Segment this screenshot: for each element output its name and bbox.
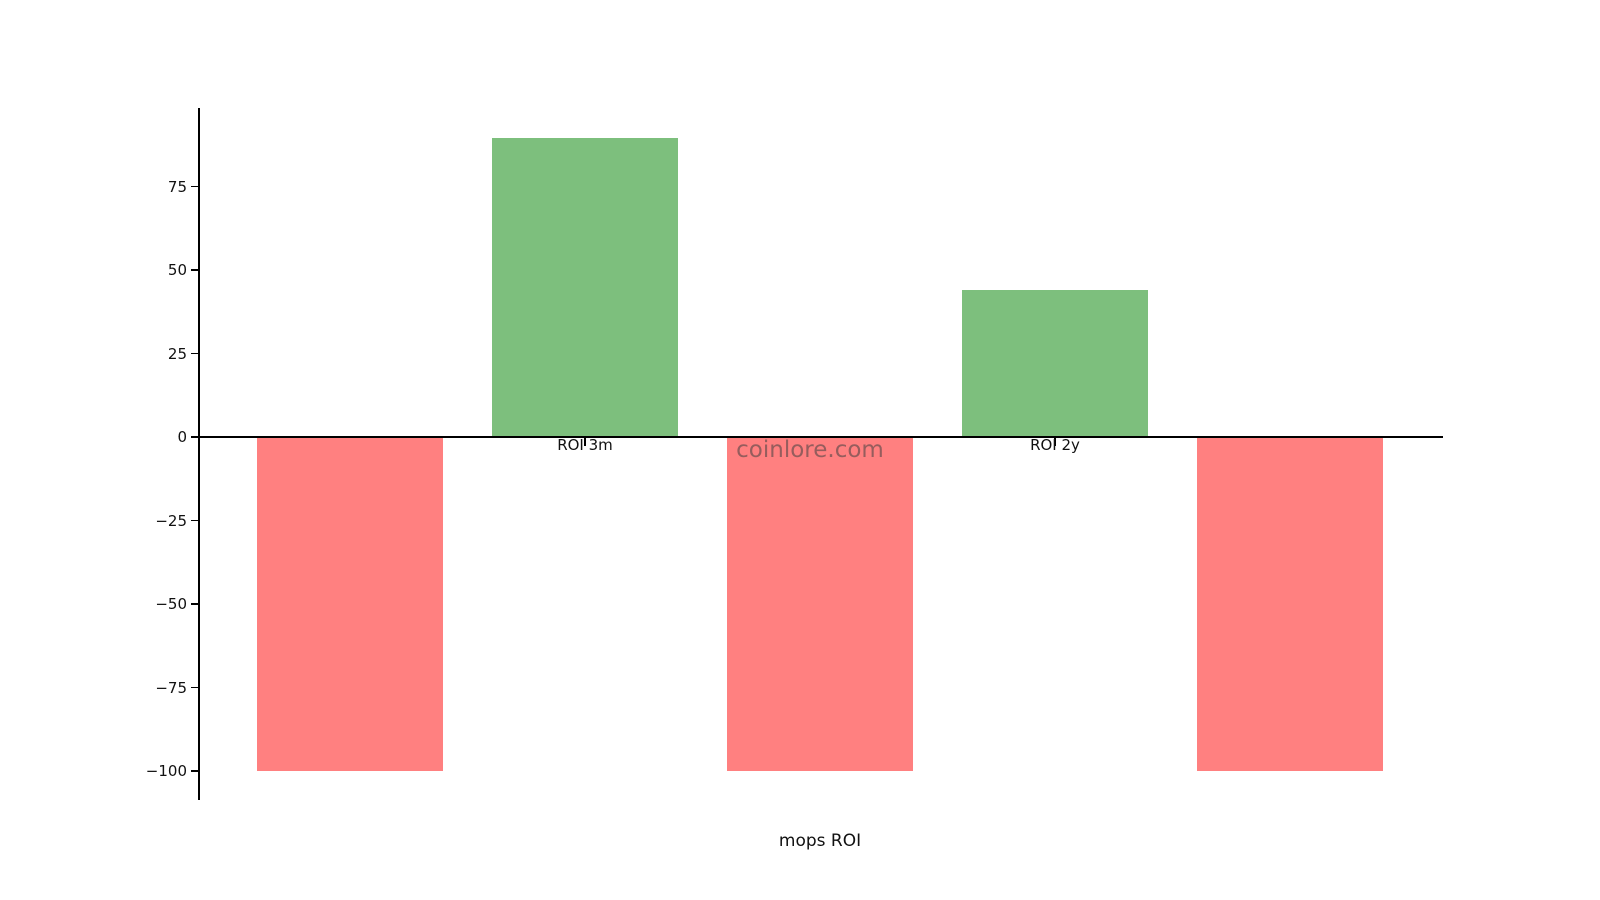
y-tick-label: −25 [155,511,187,530]
y-tick-label: −50 [155,595,187,613]
negative-roi-bar [727,437,913,771]
y-tick-label: 0 [177,428,187,446]
y-tick-label: −100 [145,762,187,780]
y-tick-label: 50 [167,261,187,279]
positive-roi-bar [492,138,678,437]
y-tick-label: 25 [167,344,187,363]
x-tick-label: ROI 2y [1030,436,1080,454]
y-tick-mark [191,519,198,522]
y-tick-mark [191,352,198,355]
x-tick-label: ROI 3m [557,436,613,454]
y-tick-mark [191,686,198,689]
y-tick-mark [191,603,198,605]
x-axis-title: mops ROI [778,831,862,851]
positive-roi-bar [962,290,1148,437]
negative-roi-bar [257,437,443,771]
y-axis-spine [198,108,200,800]
y-tick-label: −75 [155,678,187,697]
x-tick-mark [584,438,586,446]
y-tick-mark [191,269,198,271]
y-tick-mark [191,436,198,438]
watermark-coinlore: coinlore.com [736,437,884,463]
y-tick-mark [191,185,198,188]
x-tick-mark [1054,438,1056,446]
x-axis-zero-line [198,436,1443,438]
y-tick-mark [191,770,198,772]
negative-roi-bar [1197,437,1383,771]
y-tick-label: 75 [167,177,187,196]
